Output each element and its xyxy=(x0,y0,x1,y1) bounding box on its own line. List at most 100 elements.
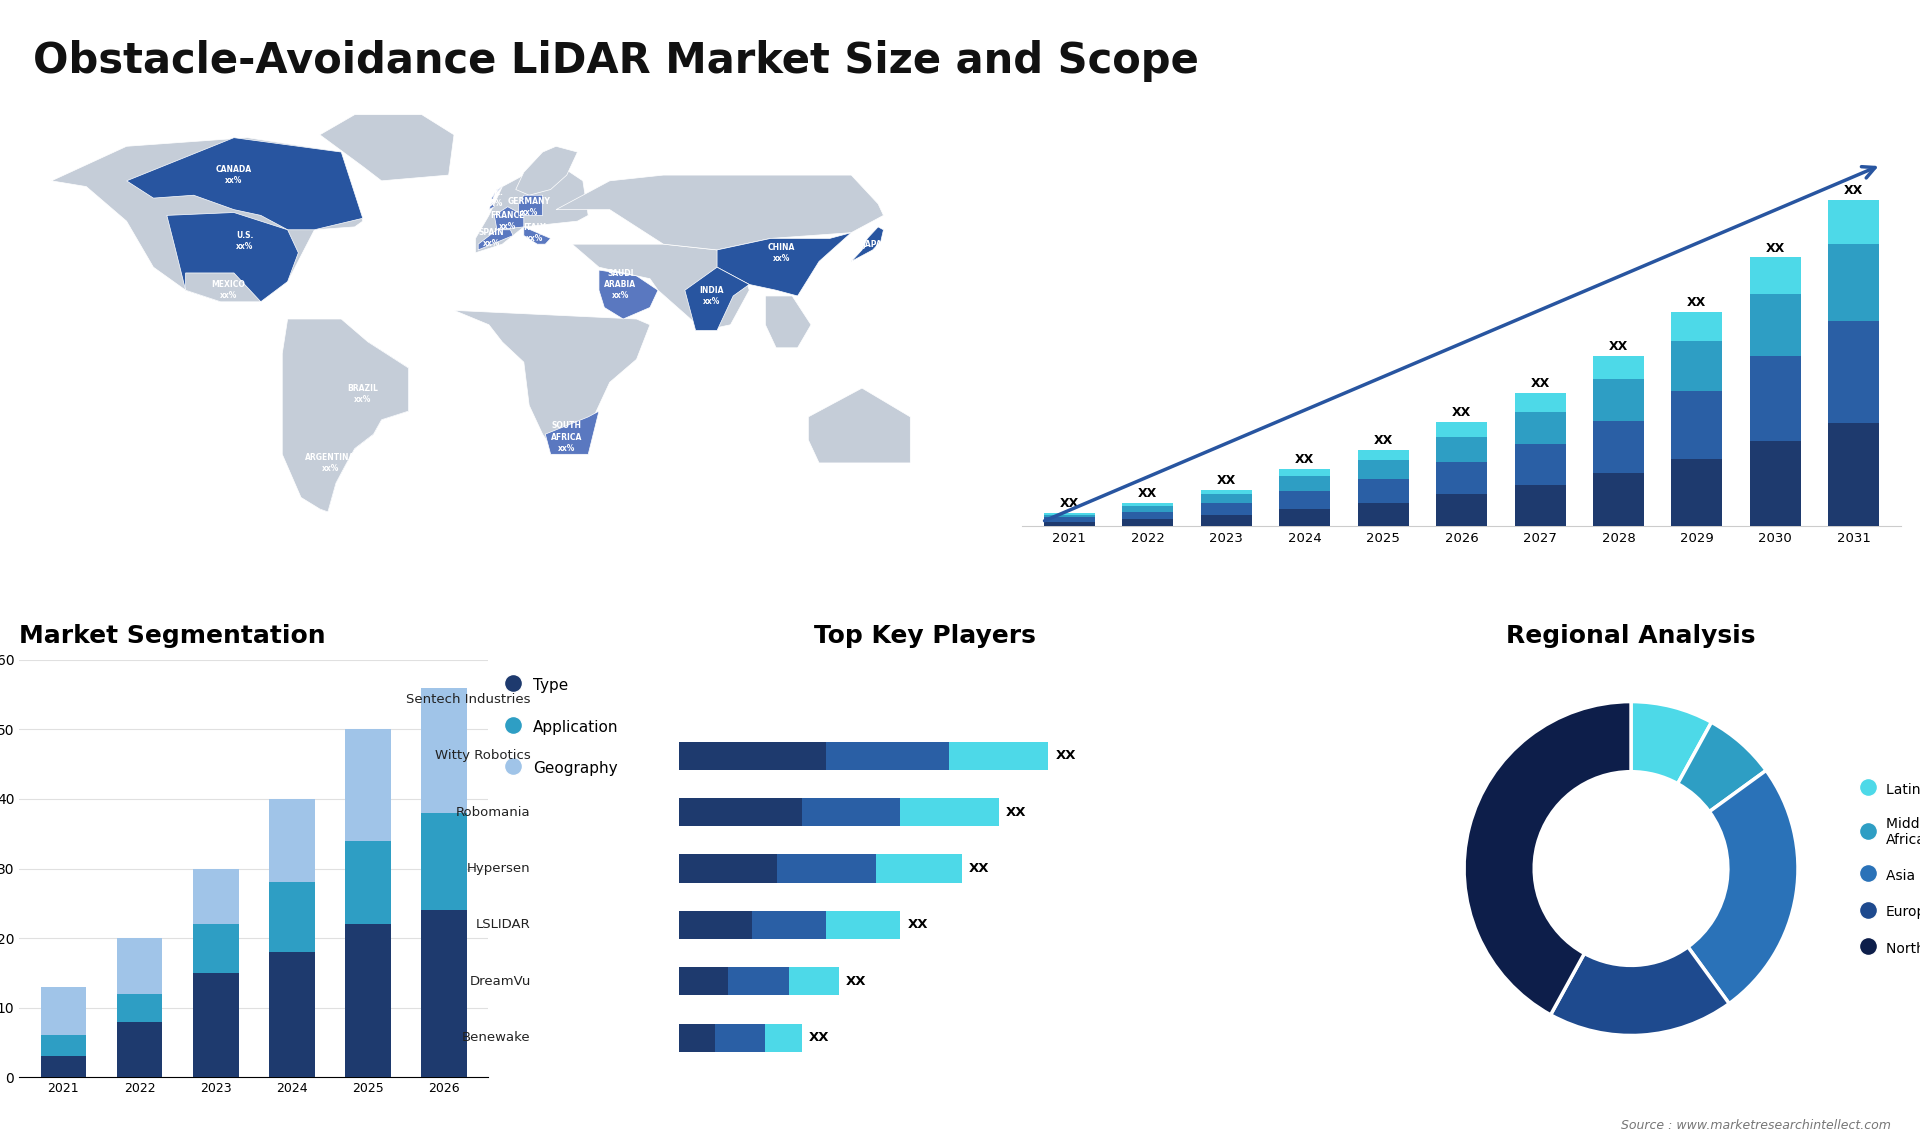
Text: XX: XX xyxy=(1766,242,1786,254)
Bar xyxy=(826,741,950,770)
Polygon shape xyxy=(493,206,524,229)
Text: XX: XX xyxy=(1217,473,1236,487)
Text: CHINA
xx%: CHINA xx% xyxy=(768,243,795,262)
Bar xyxy=(1357,479,1409,503)
Bar xyxy=(1828,244,1880,321)
Text: Witty Robotics: Witty Robotics xyxy=(436,749,530,762)
Bar xyxy=(1749,295,1801,356)
Text: XX: XX xyxy=(847,975,866,988)
Bar xyxy=(1436,422,1488,437)
Bar xyxy=(1044,515,1094,518)
Text: Sentech Industries: Sentech Industries xyxy=(407,693,530,706)
Bar xyxy=(192,973,238,1077)
Bar xyxy=(778,855,876,882)
Bar xyxy=(346,729,392,841)
Polygon shape xyxy=(766,296,810,347)
Wedge shape xyxy=(1630,701,1711,784)
Bar xyxy=(728,967,789,996)
Bar xyxy=(1672,391,1722,458)
Bar xyxy=(269,799,315,882)
Bar xyxy=(1279,469,1331,477)
Bar xyxy=(1123,511,1173,519)
Bar xyxy=(678,911,753,939)
Bar xyxy=(420,688,467,813)
Text: JAPAN
xx%: JAPAN xx% xyxy=(862,240,889,260)
Bar xyxy=(1672,342,1722,391)
Bar xyxy=(1749,441,1801,526)
Bar xyxy=(40,1057,86,1077)
Text: SPAIN
xx%: SPAIN xx% xyxy=(478,228,505,249)
Title: Top Key Players: Top Key Players xyxy=(814,625,1035,649)
Text: Hypersen: Hypersen xyxy=(467,862,530,876)
Text: XX: XX xyxy=(808,1031,829,1044)
Bar xyxy=(192,869,238,924)
Bar xyxy=(1594,356,1644,379)
Wedge shape xyxy=(1678,722,1766,811)
Bar xyxy=(40,1036,86,1057)
Bar xyxy=(40,987,86,1036)
Polygon shape xyxy=(321,115,453,181)
Text: SAUDI
ARABIA
xx%: SAUDI ARABIA xx% xyxy=(605,269,637,300)
Polygon shape xyxy=(518,195,543,215)
Text: XX: XX xyxy=(1056,749,1075,762)
Polygon shape xyxy=(167,212,298,301)
Bar xyxy=(1357,450,1409,461)
Polygon shape xyxy=(478,229,513,250)
Bar xyxy=(1200,494,1252,503)
Text: ITALY
xx%: ITALY xx% xyxy=(524,222,545,243)
Bar xyxy=(1357,461,1409,479)
Bar xyxy=(420,813,467,910)
Bar xyxy=(1123,505,1173,511)
Bar xyxy=(1749,356,1801,441)
Text: XX: XX xyxy=(908,918,927,932)
Polygon shape xyxy=(490,187,503,210)
Text: XX: XX xyxy=(1609,340,1628,353)
Bar xyxy=(346,841,392,924)
Text: MEXICO
xx%: MEXICO xx% xyxy=(211,280,246,300)
Bar xyxy=(678,1023,716,1052)
Polygon shape xyxy=(307,339,409,448)
Text: XX: XX xyxy=(1373,434,1392,447)
Polygon shape xyxy=(516,147,578,195)
Bar xyxy=(1515,393,1565,411)
Text: U.K.
xx%: U.K. xx% xyxy=(486,188,503,209)
Wedge shape xyxy=(1465,701,1630,1015)
Bar xyxy=(1123,503,1173,505)
Legend: Type, Application, Geography: Type, Application, Geography xyxy=(505,676,618,778)
Wedge shape xyxy=(1688,770,1797,1004)
Bar xyxy=(764,1023,803,1052)
Bar xyxy=(1672,312,1722,342)
Bar xyxy=(1828,424,1880,526)
Text: XX: XX xyxy=(1296,453,1315,466)
Polygon shape xyxy=(186,273,261,301)
Bar xyxy=(678,741,826,770)
Bar xyxy=(346,924,392,1077)
Text: INDIA
xx%: INDIA xx% xyxy=(699,286,724,306)
Polygon shape xyxy=(52,138,363,301)
Bar xyxy=(678,798,803,826)
Text: LSLIDAR: LSLIDAR xyxy=(476,918,530,932)
Bar xyxy=(950,741,1048,770)
Bar xyxy=(826,911,900,939)
Bar xyxy=(753,911,826,939)
Polygon shape xyxy=(808,388,910,463)
Text: XX: XX xyxy=(1452,406,1471,419)
Polygon shape xyxy=(545,411,599,454)
Text: XX: XX xyxy=(1006,806,1027,818)
Polygon shape xyxy=(599,270,659,319)
Bar xyxy=(803,798,900,826)
Bar xyxy=(1672,458,1722,526)
Text: ARGENTINA
xx%: ARGENTINA xx% xyxy=(305,453,355,473)
Polygon shape xyxy=(524,227,551,244)
Bar xyxy=(1515,444,1565,485)
Text: XX: XX xyxy=(1530,377,1549,390)
Polygon shape xyxy=(476,166,588,253)
Text: Market Segmentation: Market Segmentation xyxy=(19,625,326,649)
Wedge shape xyxy=(1551,947,1730,1036)
Bar xyxy=(1279,490,1331,509)
Polygon shape xyxy=(572,244,749,330)
Polygon shape xyxy=(315,417,374,512)
Bar xyxy=(1279,477,1331,490)
Legend: Latin America, Middle East &
Africa, Asia Pacific, Europe, North America: Latin America, Middle East & Africa, Asi… xyxy=(1855,775,1920,961)
Polygon shape xyxy=(685,267,749,330)
